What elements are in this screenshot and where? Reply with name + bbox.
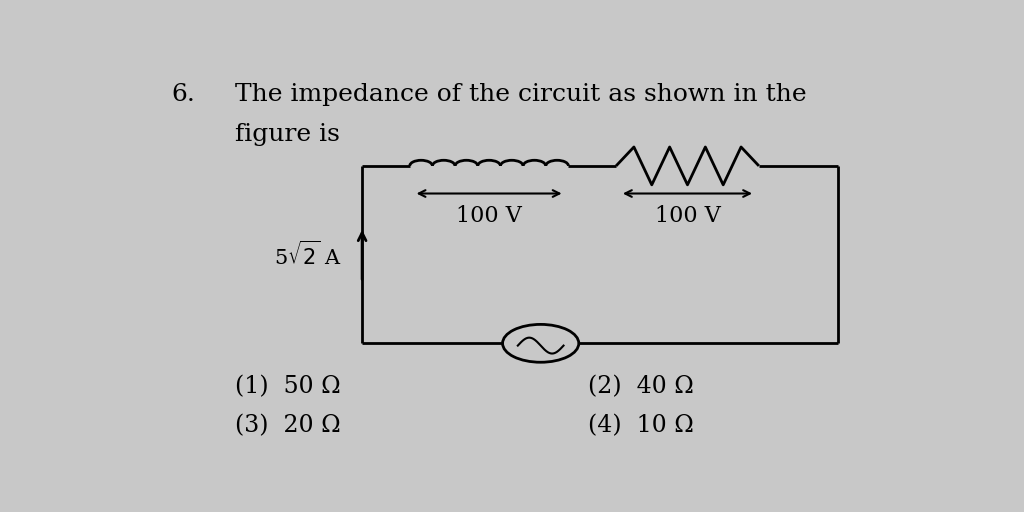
Text: figure is: figure is <box>236 122 340 145</box>
Text: (1)  50 Ω: (1) 50 Ω <box>236 375 341 398</box>
Text: 5$\sqrt{2}$ A: 5$\sqrt{2}$ A <box>274 241 342 269</box>
Text: 100 V: 100 V <box>456 205 522 227</box>
Text: (4)  10 Ω: (4) 10 Ω <box>588 415 694 438</box>
Text: 100 V: 100 V <box>654 205 721 227</box>
Text: (3)  20 Ω: (3) 20 Ω <box>236 415 341 438</box>
Text: The impedance of the circuit as shown in the: The impedance of the circuit as shown in… <box>236 83 807 106</box>
Text: 6.: 6. <box>172 83 196 106</box>
Text: (2)  40 Ω: (2) 40 Ω <box>588 375 694 398</box>
